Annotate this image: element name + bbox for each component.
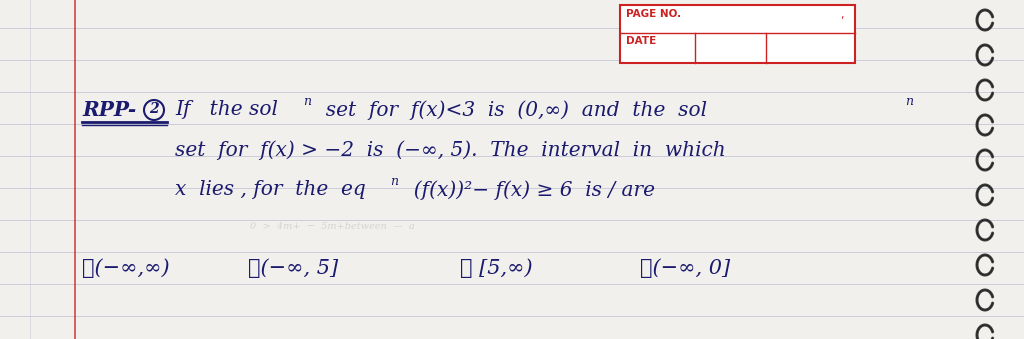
Text: (f(x))²− f(x) ≥ 6  is / are: (f(x))²− f(x) ≥ 6 is / are bbox=[401, 180, 655, 200]
Text: DATE: DATE bbox=[626, 36, 656, 46]
Text: x  lies , for  the  eq: x lies , for the eq bbox=[175, 180, 366, 199]
Bar bbox=[620, 5, 855, 63]
Text: 0  >  4m+  −  5m+between  —  a: 0 > 4m+ − 5m+between — a bbox=[250, 222, 415, 231]
Text: If   the sol: If the sol bbox=[175, 100, 278, 119]
Text: set  for  f(x) > −2  is  (−∞, 5).  The  interval  in  which: set for f(x) > −2 is (−∞, 5). The interv… bbox=[175, 140, 726, 160]
Text: RPP-: RPP- bbox=[82, 100, 136, 120]
Text: n: n bbox=[303, 95, 311, 108]
Text: Ⓑ(−∞, 5]: Ⓑ(−∞, 5] bbox=[248, 258, 338, 278]
Text: Ⓒ [5,∞): Ⓒ [5,∞) bbox=[460, 258, 532, 278]
Text: Ⓓ(−∞, 0]: Ⓓ(−∞, 0] bbox=[640, 258, 730, 278]
Text: ,: , bbox=[840, 10, 844, 20]
Text: n: n bbox=[390, 175, 398, 188]
Text: Ⓐ(−∞,∞): Ⓐ(−∞,∞) bbox=[82, 258, 170, 278]
Text: n: n bbox=[905, 95, 913, 108]
Text: PAGE NO.: PAGE NO. bbox=[626, 9, 681, 19]
Text: set  for  f(x)<3  is  (0,∞)  and  the  sol: set for f(x)<3 is (0,∞) and the sol bbox=[313, 100, 707, 120]
Text: 2: 2 bbox=[150, 102, 159, 116]
